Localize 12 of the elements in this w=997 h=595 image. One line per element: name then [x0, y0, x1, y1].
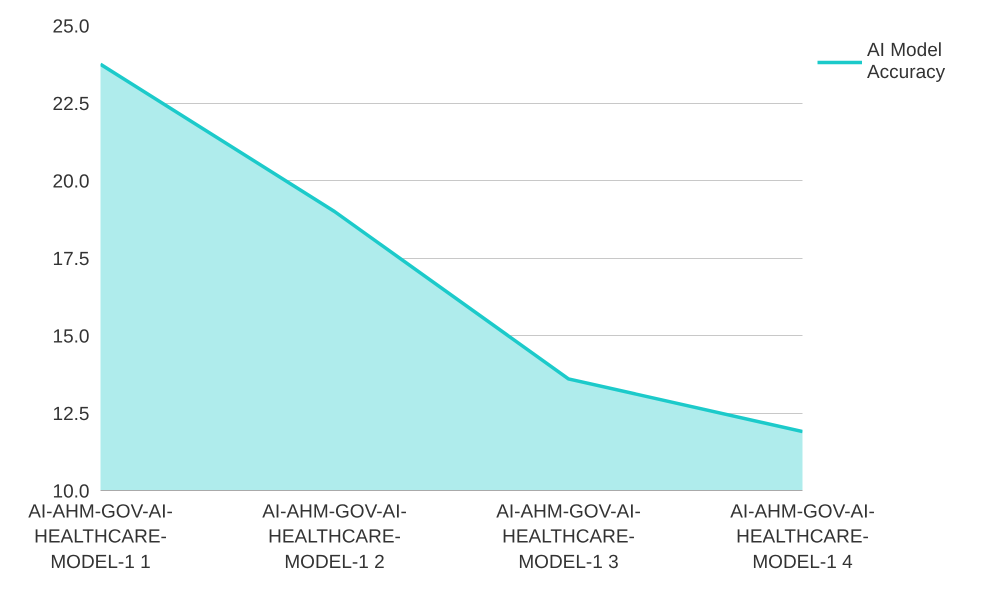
- y-tick-label: 15.0: [52, 326, 90, 348]
- y-tick-label: 17.5: [52, 249, 90, 270]
- x-tick-label: AI-AHM-GOV-AI-HEALTHCARE-MODEL-1 3: [496, 502, 641, 573]
- legend-label: AI Model Accuracy: [867, 40, 946, 84]
- y-tick-label: 12.5: [52, 404, 90, 425]
- x-tick-label: AI-AHM-GOV-AI-HEALTHCARE-MODEL-1 2: [262, 502, 407, 573]
- y-tick-label: 25.0: [52, 16, 90, 38]
- x-tick-label: AI-AHM-GOV-AI-HEALTHCARE-MODEL-1 1: [28, 502, 173, 573]
- y-tick-label: 10.0: [52, 482, 90, 502]
- y-tick-label: 20.0: [52, 172, 90, 192]
- y-tick-label: 22.5: [52, 94, 90, 115]
- x-tick-label: AI-AHM-GOV-AI-HEALTHCARE-MODEL-1 4: [730, 502, 875, 573]
